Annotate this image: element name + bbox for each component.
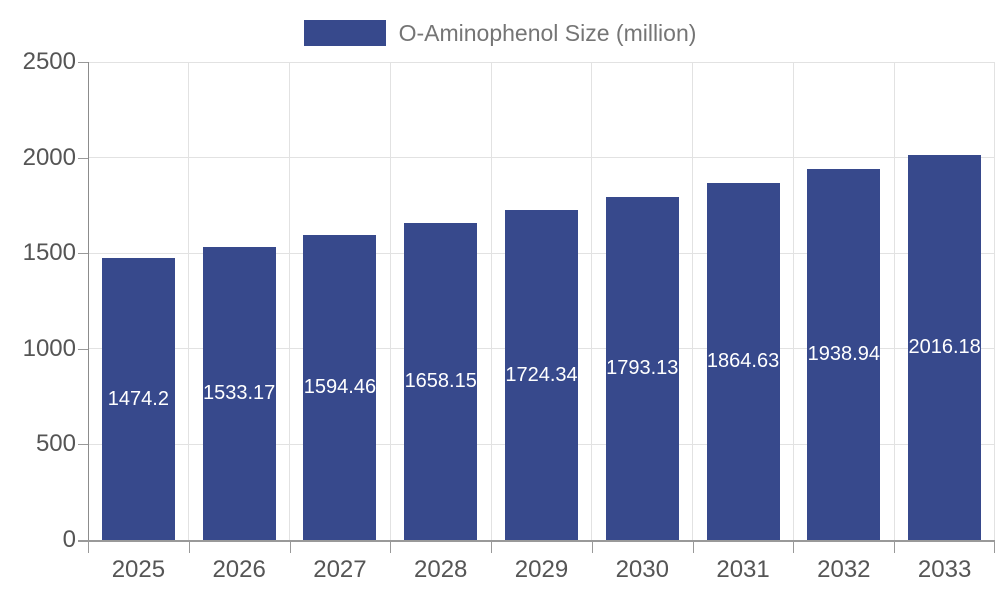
x-axis-tick xyxy=(894,542,896,553)
y-tick-label: 0 xyxy=(62,526,76,553)
bar: 2016.18 xyxy=(908,154,982,540)
bar: 1864.63 xyxy=(706,183,780,540)
y-tick-label: 1500 xyxy=(22,239,76,267)
bar: 1938.94 xyxy=(807,169,881,540)
x-axis-tick xyxy=(390,542,392,553)
x-axis-tick xyxy=(591,542,593,553)
x-tick-label: 2033 xyxy=(917,556,972,583)
x-axis-tick xyxy=(994,542,995,553)
y-tick-label: 500 xyxy=(35,430,76,458)
gridline-vertical xyxy=(591,62,593,540)
x-tick-label: 2032 xyxy=(817,556,871,583)
gridline-vertical xyxy=(490,62,492,540)
y-tick-label: 2000 xyxy=(22,143,76,171)
x-axis-tick xyxy=(289,542,291,553)
gridline-vertical xyxy=(289,62,291,540)
y-axis-tick xyxy=(78,157,88,159)
x-tick-label: 2028 xyxy=(414,556,468,583)
x-tick-label: 2031 xyxy=(716,556,770,583)
y-tick-label: 2500 xyxy=(22,48,76,75)
bar-value-label: 1533.17 xyxy=(203,381,276,404)
bar-value-label: 1938.94 xyxy=(807,343,880,366)
y-tick-label: 1000 xyxy=(22,334,76,362)
x-axis-tick xyxy=(491,542,493,553)
bar-value-label: 1658.15 xyxy=(404,369,477,392)
gridline-vertical xyxy=(893,62,895,540)
bar-value-label: 1864.63 xyxy=(706,350,780,373)
x-axis-tick xyxy=(692,542,694,553)
plot-area: 1474.2 1533.17 1594.46 1658.15 1724.34 1793.1… xyxy=(88,61,995,540)
y-axis-tick xyxy=(78,253,88,255)
legend-swatch xyxy=(303,20,386,46)
x-axis-tick xyxy=(88,542,89,553)
legend-label: O-Aminophenol Size (million) xyxy=(398,20,697,46)
x-tick-label: 2027 xyxy=(313,556,367,583)
gridline-vertical xyxy=(994,62,995,540)
bar: 1594.46 xyxy=(303,235,377,540)
x-axis-line xyxy=(78,540,995,542)
x-axis-tick xyxy=(188,542,190,553)
gridline-horizontal xyxy=(88,157,995,159)
gridline-vertical xyxy=(188,62,190,540)
legend: O-Aminophenol Size (million) xyxy=(0,17,1000,49)
bar-value-label: 1793.13 xyxy=(606,357,679,380)
x-tick-label: 2025 xyxy=(111,556,166,583)
y-axis-tick xyxy=(78,540,88,541)
gridline-vertical xyxy=(692,62,694,540)
bar-value-label: 1474.2 xyxy=(107,387,169,410)
gridline-vertical xyxy=(792,62,794,540)
x-tick-label: 2029 xyxy=(514,556,569,583)
bar: 1793.13 xyxy=(605,197,679,540)
bar: 1474.2 xyxy=(101,258,175,540)
y-axis-line xyxy=(88,62,89,541)
bar-value-label: 1594.46 xyxy=(303,376,377,399)
x-tick-label: 2030 xyxy=(615,556,669,583)
bar-value-label: 2016.18 xyxy=(908,335,981,358)
gridline-vertical xyxy=(389,62,391,540)
y-axis-tick xyxy=(78,444,88,446)
y-axis-tick xyxy=(78,62,88,63)
x-axis-tick xyxy=(793,542,795,553)
bar-value-label: 1724.34 xyxy=(505,363,578,386)
bar: 1658.15 xyxy=(404,222,478,540)
x-tick-label: 2026 xyxy=(212,556,266,583)
y-axis-tick xyxy=(78,348,88,350)
bar: 1533.17 xyxy=(202,246,276,540)
bar: 1724.34 xyxy=(505,210,578,540)
gridline-horizontal xyxy=(88,61,995,63)
